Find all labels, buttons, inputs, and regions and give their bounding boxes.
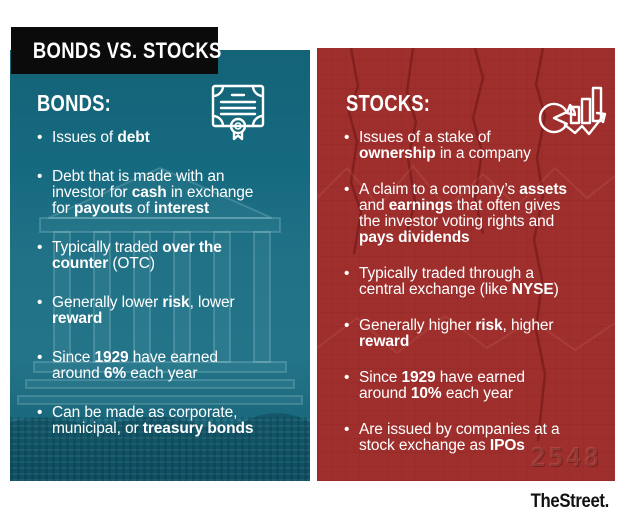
page-title: BONDS VS. STOCKS	[32, 38, 222, 63]
stocks-panel: 2548 STOCKS: Issues of a stake ofownersh…	[317, 48, 615, 481]
list-item: Issues of debt	[37, 130, 300, 147]
growth-chart-icon	[538, 86, 607, 136]
bonds-list: Issues of debt Debt that is made with ani…	[37, 130, 300, 460]
stocks-heading: STOCKS:	[346, 90, 431, 116]
certificate-icon	[211, 84, 265, 141]
bonds-panel: BONDS: Issues of debt Debt that is made w…	[10, 50, 310, 481]
title-banner: BONDS VS. STOCKS	[11, 27, 221, 74]
list-item: Can be made as corporate,municipal, or t…	[37, 405, 300, 437]
thestreet-logo: TheStreet.	[530, 491, 610, 512]
bonds-heading: BONDS:	[37, 90, 112, 116]
